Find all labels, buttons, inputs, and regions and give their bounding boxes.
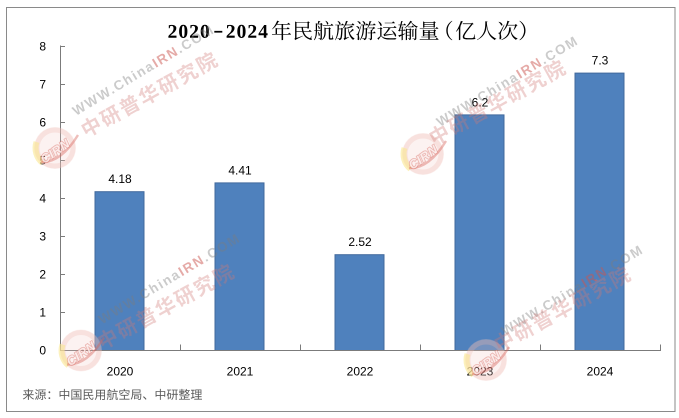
svg-text:2.52: 2.52	[348, 235, 372, 249]
svg-text:7.3: 7.3	[592, 54, 609, 68]
svg-text:4.41: 4.41	[228, 163, 252, 177]
svg-text:6: 6	[39, 116, 46, 130]
svg-text:2022: 2022	[347, 365, 374, 379]
svg-text:7: 7	[39, 78, 46, 92]
svg-text:4.18: 4.18	[108, 172, 132, 186]
svg-text:2020: 2020	[107, 365, 134, 379]
svg-text:4: 4	[39, 192, 46, 206]
svg-text:2: 2	[39, 268, 46, 282]
svg-text:2024: 2024	[587, 365, 614, 379]
svg-text:0: 0	[39, 344, 46, 358]
svg-text:2021: 2021	[227, 365, 254, 379]
svg-text:6.2: 6.2	[472, 95, 489, 109]
svg-text:8: 8	[39, 40, 46, 54]
svg-text:1: 1	[39, 306, 46, 320]
svg-text:3: 3	[39, 230, 46, 244]
